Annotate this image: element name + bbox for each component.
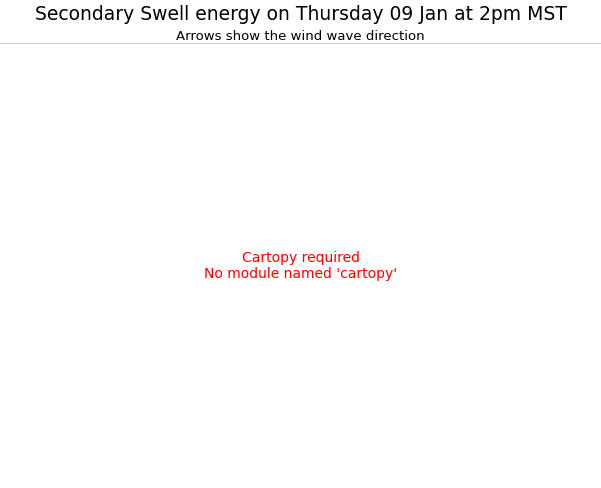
Text: Secondary Swell energy on Thursday 09 Jan at 2pm MST: Secondary Swell energy on Thursday 09 Ja… (35, 4, 566, 23)
Text: Arrows show the wind wave direction: Arrows show the wind wave direction (176, 29, 425, 42)
Text: Cartopy required
No module named 'cartopy': Cartopy required No module named 'cartop… (204, 251, 397, 281)
